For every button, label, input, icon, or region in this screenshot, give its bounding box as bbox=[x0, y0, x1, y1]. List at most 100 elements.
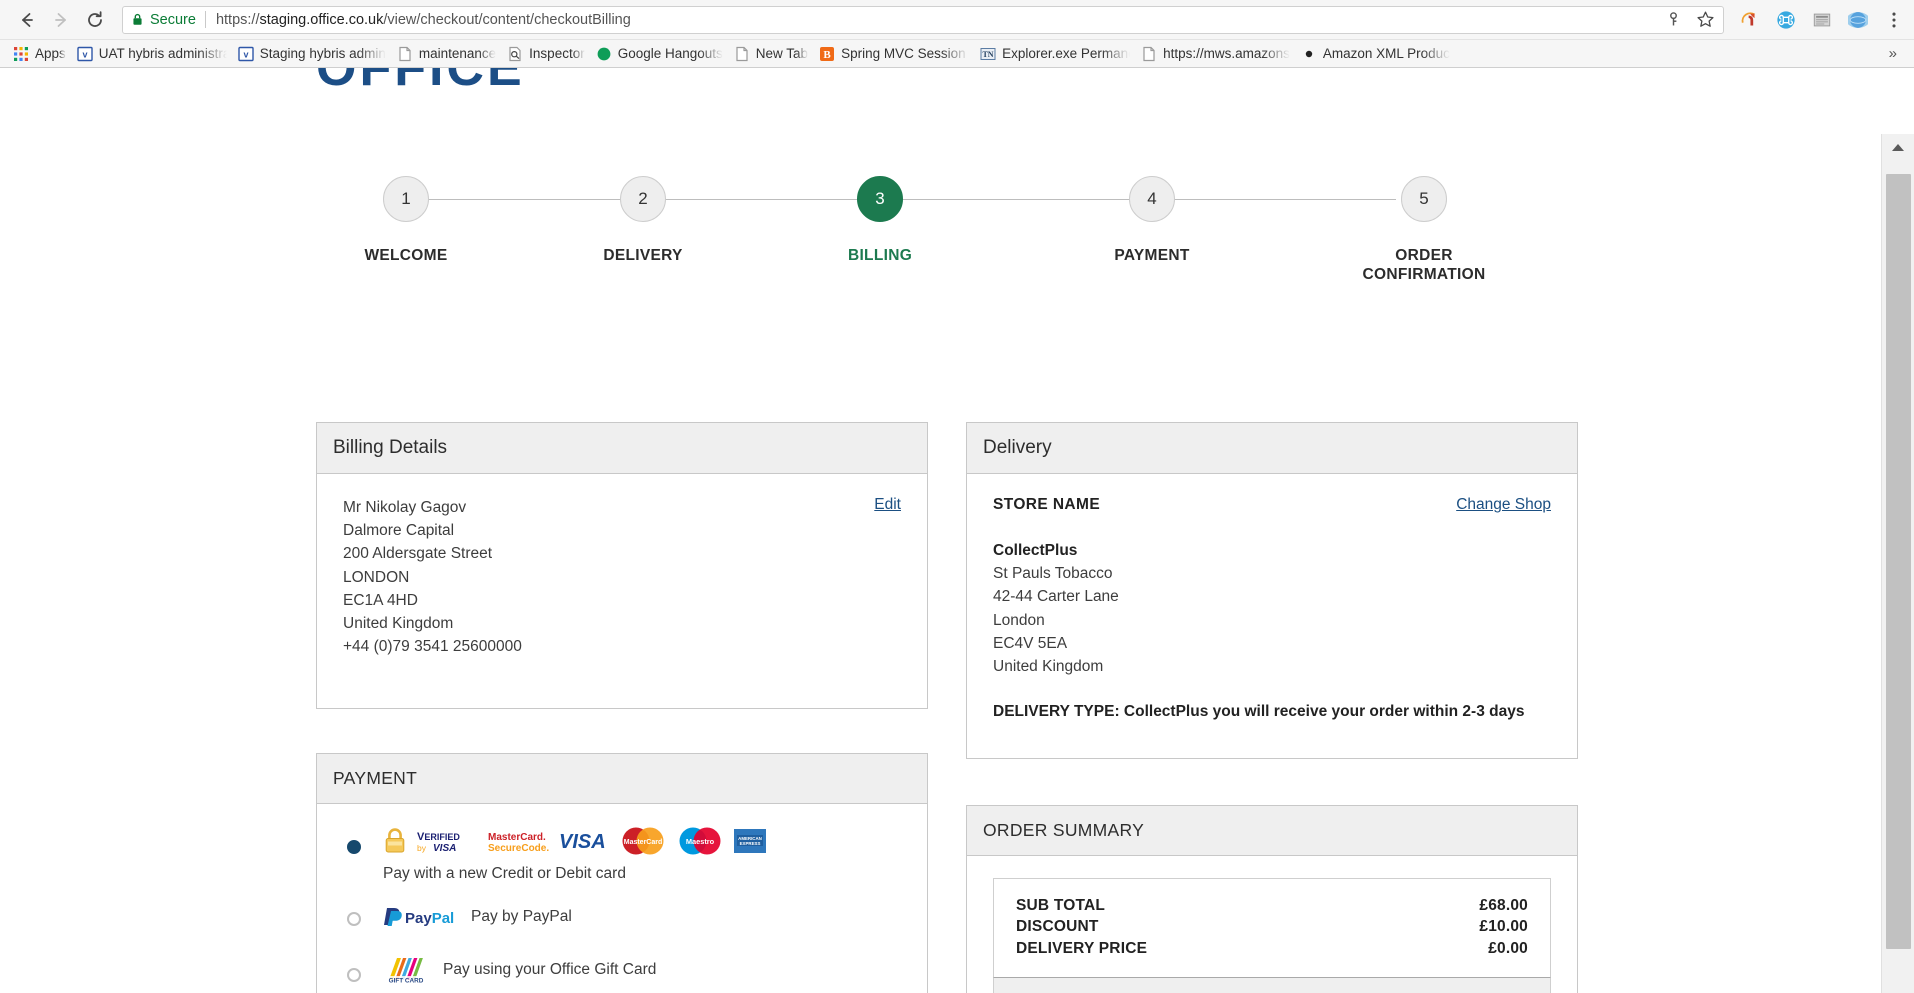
bookmark-label: Inspector bbox=[529, 46, 585, 61]
store-address: CollectPlus St Pauls Tobacco 42-44 Carte… bbox=[993, 539, 1551, 678]
step-label: ORDER CONFIRMATION bbox=[1362, 247, 1486, 283]
summary-row-delivery-price: DELIVERY PRICE £0.00 bbox=[1016, 938, 1528, 960]
step-label: BILLING bbox=[847, 247, 913, 264]
svg-text:TN: TN bbox=[983, 50, 994, 59]
bookmarks-overflow-button[interactable]: » bbox=[1888, 45, 1897, 62]
edit-billing-link[interactable]: Edit bbox=[874, 496, 901, 513]
store-name-row: STORE NAME Change Shop bbox=[993, 496, 1551, 514]
bookmark-label: Apps bbox=[35, 46, 66, 61]
billing-address-line: United Kingdom bbox=[343, 615, 454, 633]
forward-button[interactable] bbox=[44, 3, 78, 37]
reload-button[interactable] bbox=[78, 3, 112, 37]
bookmark-google-hangouts[interactable]: Google Hangouts bbox=[592, 44, 730, 64]
step-circle: 4 bbox=[1129, 176, 1175, 222]
tn-icon: TN bbox=[980, 47, 996, 60]
store-address-line: CollectPlus bbox=[993, 542, 1078, 559]
bookmark-label: New Tab bbox=[755, 46, 809, 61]
scrollbar-up-button[interactable] bbox=[1882, 134, 1914, 160]
bookmark-maintenance[interactable]: maintenance bbox=[393, 44, 503, 64]
billing-address-row: Mr Nikolay Gagov Dalmore Capital 200 Ald… bbox=[343, 496, 901, 658]
step-welcome[interactable]: 1 WELCOME bbox=[316, 168, 496, 265]
svg-text:EXPRESS: EXPRESS bbox=[740, 841, 761, 846]
summary-label: DELIVERY PRICE bbox=[1016, 939, 1148, 957]
spacer bbox=[993, 514, 1551, 539]
svg-text:v: v bbox=[82, 49, 87, 59]
bookmark-amazon-xml-produc[interactable]: Amazon XML Produc bbox=[1297, 44, 1457, 64]
order-summary-footer-band bbox=[993, 977, 1551, 993]
bookmark-uat-hybris-administra[interactable]: v UAT hybris administra bbox=[73, 44, 234, 64]
billing-details-body: Mr Nikolay Gagov Dalmore Capital 200 Ald… bbox=[317, 474, 927, 708]
billing-address-line: EC1A 4HD bbox=[343, 591, 418, 609]
bookmark-new-tab[interactable]: New Tab bbox=[730, 44, 815, 64]
payment-radio-office-gift-card[interactable] bbox=[347, 968, 361, 983]
payment-radio-credit-debit-card[interactable] bbox=[347, 840, 361, 855]
browser-chrome: Secure https://staging.office.co.uk/view… bbox=[0, 0, 1914, 68]
checkout-page: OFFICE 1 WELCOME 2 DELIVERY 3 BILLING 4 … bbox=[0, 68, 1881, 993]
url-text: https://staging.office.co.uk/view/checko… bbox=[216, 12, 631, 28]
svg-text:VISA: VISA bbox=[433, 843, 456, 854]
bookmark-explorer-exe-permane[interactable]: TN Explorer.exe Permane bbox=[976, 44, 1137, 64]
step-label: DELIVERY bbox=[603, 247, 683, 264]
payment-title: PAYMENT bbox=[317, 754, 927, 805]
command-blue-icon[interactable] bbox=[1776, 10, 1796, 30]
globe-icon[interactable] bbox=[1848, 10, 1868, 30]
store-address-line: St Pauls Tobacco bbox=[993, 565, 1113, 583]
store-address-line: EC4V 5EA bbox=[993, 634, 1068, 652]
omnibox-toolbar: Secure https://staging.office.co.uk/view… bbox=[0, 0, 1914, 39]
page-icon bbox=[1143, 46, 1155, 61]
omnibox-divider bbox=[204, 11, 206, 28]
reload-icon bbox=[88, 10, 102, 27]
bookmark-label: Explorer.exe Permane bbox=[1002, 46, 1131, 61]
star-bookmark-icon[interactable] bbox=[1696, 10, 1715, 29]
address-bar[interactable]: Secure https://staging.office.co.uk/view… bbox=[122, 5, 1724, 34]
payment-option-credit-debit-card[interactable]: VERIFIED by VISA MasterCard. SecureCode. bbox=[347, 826, 901, 883]
bookmark-apps[interactable]: Apps bbox=[9, 44, 73, 64]
chrome-menu-icon[interactable] bbox=[1884, 10, 1904, 30]
payment-panel: PAYMENT VERI bbox=[316, 753, 928, 993]
payment-option-office-gift-card[interactable]: GIFT CARD Pay using your Office Gift Car… bbox=[347, 951, 901, 985]
step-payment[interactable]: 4 PAYMENT bbox=[1062, 168, 1242, 265]
bookmark-label: https://mws.amazons bbox=[1163, 46, 1290, 61]
step-circle: 3 bbox=[857, 176, 903, 222]
delivery-body: STORE NAME Change Shop CollectPlus St Pa… bbox=[967, 474, 1577, 758]
bookmark-mws-amazon[interactable]: https://mws.amazons bbox=[1137, 44, 1297, 64]
chevron-up-icon bbox=[1892, 143, 1904, 151]
back-arrow-icon bbox=[22, 12, 33, 27]
page-scrollbar[interactable] bbox=[1881, 134, 1914, 993]
step-delivery[interactable]: 2 DELIVERY bbox=[553, 168, 733, 265]
url-host: staging.office.co.uk bbox=[259, 11, 384, 28]
lastpass-icon[interactable] bbox=[1740, 10, 1760, 30]
bookmark-staging-hybris-admin[interactable]: v Staging hybris admin bbox=[234, 44, 393, 64]
site-logo-text: OFFICE bbox=[316, 68, 566, 94]
step-label: PAYMENT bbox=[1114, 247, 1190, 264]
summary-label: DISCOUNT bbox=[1016, 918, 1099, 936]
mastercard-logo: MasterCard bbox=[622, 827, 664, 855]
store-address-line: United Kingdom bbox=[993, 658, 1104, 676]
american-express-logo: AMERICAN EXPRESS bbox=[734, 829, 766, 854]
payment-radio-paypal[interactable] bbox=[347, 912, 361, 927]
bookmark-inspector[interactable]: Inspector bbox=[503, 44, 592, 64]
billing-address-phone: +44 (0)79 3541 25600000 bbox=[343, 638, 522, 656]
step-order-confirmation[interactable]: 5 ORDER CONFIRMATION bbox=[1334, 168, 1514, 284]
maestro-logo: Maestro bbox=[679, 827, 721, 855]
delivery-title: Delivery bbox=[967, 423, 1577, 474]
svg-text:GIFT CARD: GIFT CARD bbox=[389, 978, 424, 985]
svg-text:SecureCode.: SecureCode. bbox=[488, 843, 549, 854]
step-billing[interactable]: 3 BILLING bbox=[790, 168, 970, 265]
payment-option-content: VERIFIED by VISA MasterCard. SecureCode. bbox=[383, 826, 901, 883]
payment-option-paypal[interactable]: PayPal Pay by PayPal bbox=[347, 905, 901, 929]
scrollbar-thumb[interactable] bbox=[1886, 174, 1911, 949]
grey-card-icon[interactable] bbox=[1812, 10, 1832, 30]
key-icon[interactable] bbox=[1665, 11, 1682, 28]
change-shop-link[interactable]: Change Shop bbox=[1456, 496, 1551, 513]
store-address-line: 42-44 Carter Lane bbox=[993, 588, 1119, 606]
payment-option-content: PayPal Pay by PayPal bbox=[383, 905, 901, 929]
site-logo[interactable]: OFFICE bbox=[316, 68, 566, 94]
summary-value: £0.00 bbox=[1488, 939, 1528, 957]
bookmark-spring-mvc-session[interactable]: B Spring MVC Session A bbox=[815, 44, 976, 64]
order-summary-totals: SUB TOTAL £68.00 DISCOUNT £10.00 DELIVER… bbox=[993, 877, 1551, 978]
svg-text:B: B bbox=[823, 49, 831, 61]
back-button[interactable] bbox=[10, 3, 44, 37]
svg-text:MasterCard: MasterCard bbox=[624, 839, 663, 846]
mastercard-securecode-logo: MasterCard. SecureCode. bbox=[488, 832, 549, 854]
